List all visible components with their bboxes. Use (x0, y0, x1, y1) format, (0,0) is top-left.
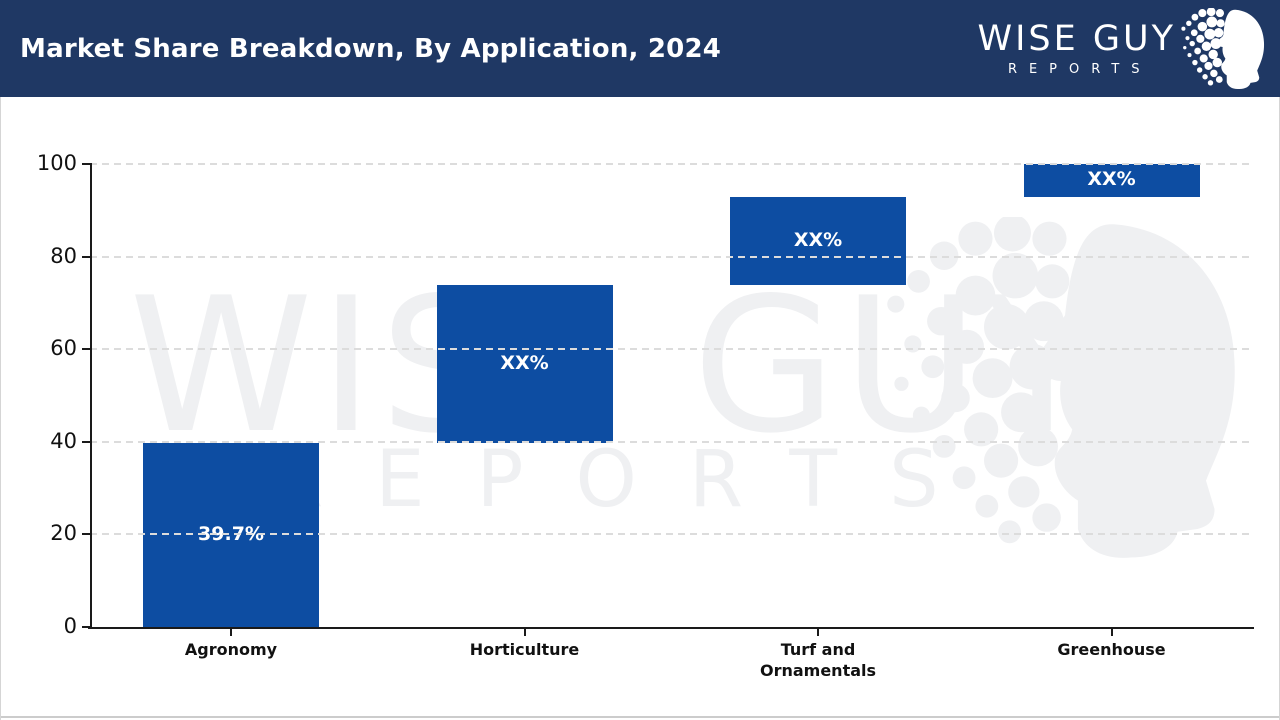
y-tick-label-100: 100 (36, 151, 77, 175)
gridline-20 (90, 533, 1254, 536)
gridline-40 (90, 440, 1254, 443)
x-tick-mark (817, 629, 819, 636)
gridline-100 (90, 163, 1254, 165)
bottom-frame-line (1, 716, 1279, 718)
y-tick-label-60: 60 (50, 336, 77, 361)
dotted-face-icon (1181, 7, 1265, 89)
bar-value-label: XX% (793, 229, 843, 252)
y-tick-label-80: 80 (50, 243, 77, 268)
logo-subtitle: REPORTS (1007, 61, 1152, 77)
bar-value-label: XX% (1087, 168, 1136, 191)
chart-canvas: WISE GUY REPORTS 0 20 40 60 80 100 39.7% Agrono… (0, 97, 1280, 720)
y-tick-label-20: 20 (50, 521, 77, 546)
x-axis-spine (88, 627, 1254, 629)
x-tick-mark (523, 629, 526, 636)
wiseguy-logo: WISE GUY REPORTS (977, 7, 1266, 90)
bar-horticulture (436, 285, 613, 444)
y-tick-mark-100 (82, 163, 90, 165)
logo-wordmark: WISE GUY (977, 18, 1176, 59)
x-category-label: Greenhouse (1057, 640, 1166, 659)
bar-greenhouse (1023, 164, 1200, 197)
page-title: Market Share Breakdown, By Application, … (20, 33, 722, 64)
x-category-label: Agronomy (184, 640, 278, 659)
y-tick-mark-20 (82, 533, 90, 536)
y-tick-mark-40 (82, 440, 90, 443)
bar-turf-and-ornamentals (730, 196, 906, 286)
y-tick-mark-60 (82, 348, 90, 351)
header-bar: Market Share Breakdown, By Application, … (0, 0, 1280, 97)
wiseguy-logo-text: WISE GUY REPORTS (977, 18, 1176, 77)
x-tick-mark (1110, 629, 1113, 636)
y-tick-mark-0 (82, 626, 90, 628)
y-tick-label-0: 0 (63, 614, 77, 638)
x-category-label: Turf and Ornamentals (759, 640, 877, 680)
plot-region: 0 20 40 60 80 100 39.7% Agronomy XX% Horticulture… (1, 97, 1279, 720)
y-tick-label-40: 40 (50, 428, 77, 453)
gridline-80 (90, 255, 1254, 258)
watermark-subtitle: REPORTS (269, 435, 991, 525)
gridline-60 (90, 348, 1254, 351)
y-tick-mark-80 (82, 255, 90, 258)
x-category-label: Horticulture (469, 640, 580, 659)
x-tick-mark (230, 629, 232, 636)
y-axis-spine (90, 163, 92, 629)
bar-value-label: XX% (500, 352, 549, 375)
